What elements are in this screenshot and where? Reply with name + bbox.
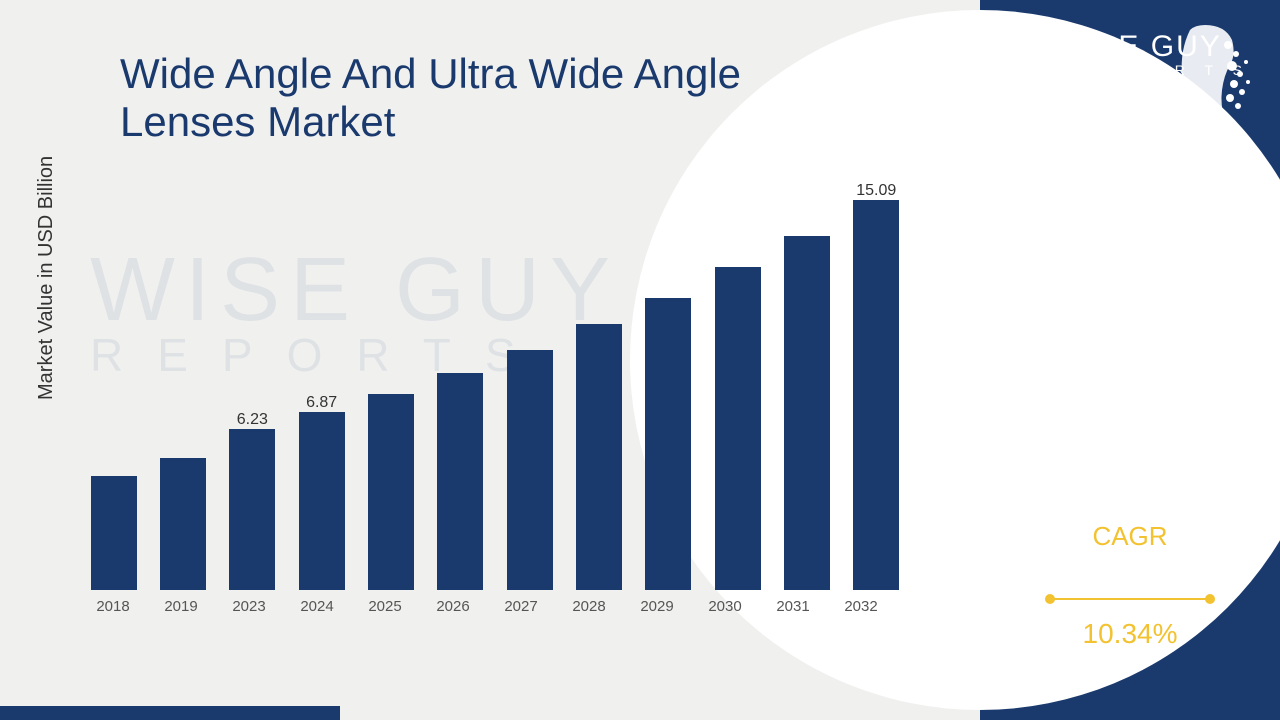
logo-sub-text: R E P O R T S [1056, 62, 1250, 78]
bar [299, 412, 345, 590]
cagr-value: 10.34% [1020, 618, 1240, 650]
bar-wrap [90, 476, 137, 590]
bar [645, 298, 691, 590]
bar-wrap: 15.09 [853, 200, 900, 590]
bar-wrap [714, 267, 761, 590]
cagr-separator [1050, 598, 1210, 600]
x-label: 2032 [838, 598, 884, 615]
bar-value-label: 15.09 [856, 182, 896, 200]
bar-wrap: 6.23 [229, 429, 276, 590]
x-label: 2026 [430, 598, 476, 615]
bar [368, 394, 414, 590]
bar-wrap [575, 324, 622, 590]
x-labels-container: 2018 2019 2023 2024 2025 2026 2027 2028 2029 2030… [80, 598, 900, 615]
x-label: 2018 [90, 598, 136, 615]
cagr-range: (2019-2032) [1020, 554, 1240, 580]
chart-title: Wide Angle And Ultra Wide Angle Lenses M… [120, 50, 840, 147]
chart-area: 6.236.8715.09 20182019202320242025202620… [80, 200, 900, 620]
bar-wrap [367, 394, 414, 590]
bar-wrap: 6.87 [298, 412, 345, 590]
x-label: 2025 [362, 598, 408, 615]
cagr-title: CAGR [1020, 521, 1240, 552]
x-label: 2030 [702, 598, 748, 615]
x-label: 2028 [566, 598, 612, 615]
bar [91, 476, 137, 590]
x-label: 2029 [634, 598, 680, 615]
bar [160, 458, 206, 590]
bar [507, 350, 553, 590]
bar [437, 373, 483, 590]
x-label: 2024 [294, 598, 340, 615]
bottom-accent-bar [0, 706, 340, 720]
bar-wrap [159, 458, 206, 590]
y-axis-label: Market Value in USD Billion [35, 156, 58, 400]
x-label: 2019 [158, 598, 204, 615]
bar [853, 200, 899, 590]
bar [576, 324, 622, 590]
bar-value-label: 6.87 [306, 394, 337, 412]
logo: WISE GUY R E P O R T S [1056, 30, 1250, 78]
bar-wrap [645, 298, 692, 590]
cagr-block: CAGR (2019-2032) 10.34% [1020, 521, 1240, 650]
bar-wrap [437, 373, 484, 590]
bar [229, 429, 275, 590]
bar-value-label: 6.23 [237, 411, 268, 429]
bars-container: 6.23 6.87 15.09 [80, 200, 900, 590]
x-label: 2023 [226, 598, 272, 615]
bar-wrap [506, 350, 553, 590]
bar-wrap [783, 236, 830, 590]
x-label: 2027 [498, 598, 544, 615]
logo-main-text: WISE GUY [1056, 30, 1250, 64]
x-label: 2031 [770, 598, 816, 615]
bar [784, 236, 830, 590]
bar [715, 267, 761, 590]
